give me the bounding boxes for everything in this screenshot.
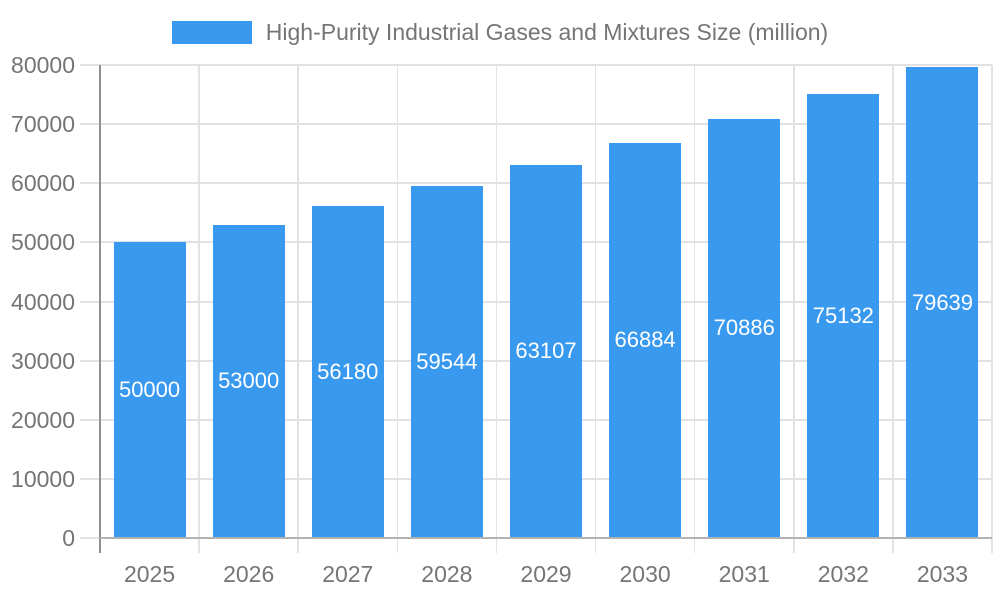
bar-2025[interactable]: 50000 — [113, 242, 186, 538]
category-separator — [495, 65, 498, 553]
bar-2027[interactable]: 56180 — [311, 205, 384, 538]
category-separator — [892, 65, 894, 553]
legend-swatch — [171, 21, 252, 44]
bar-2031[interactable]: 70886 — [708, 118, 781, 538]
gridline — [80, 64, 992, 66]
y-tick-label: 50000 — [11, 229, 75, 256]
bar-2032[interactable]: 75132 — [807, 93, 880, 538]
chart-legend[interactable]: High-Purity Industrial Gases and Mixture… — [0, 19, 1000, 46]
category-separator — [297, 65, 299, 553]
legend-label: High-Purity Industrial Gases and Mixture… — [265, 19, 829, 45]
category-separator — [396, 65, 399, 553]
bar-2030[interactable]: 66884 — [609, 142, 682, 538]
x-tick-label: 2028 — [421, 561, 473, 587]
x-tick-label: 2029 — [520, 561, 572, 587]
category-separator — [594, 65, 597, 553]
x-tick-label: 2027 — [322, 561, 374, 587]
gridline — [80, 123, 992, 126]
x-axis-line — [100, 537, 992, 539]
bar-value-label: 53000 — [218, 368, 280, 394]
category-separator — [793, 65, 795, 553]
bar-value-label: 70886 — [713, 315, 775, 341]
bar-2026[interactable]: 53000 — [212, 224, 285, 538]
category-separator — [991, 65, 993, 553]
bar-value-label: 50000 — [118, 377, 181, 403]
y-tick-label: 40000 — [11, 288, 75, 315]
y-tick-label: 80000 — [11, 52, 75, 78]
x-tick-label: 2031 — [718, 561, 770, 587]
plot-area: 0 10000 20000 30000 40000 50000 60000 70000 8000… — [11, 53, 993, 553]
y-tick-label: 30000 — [11, 347, 75, 374]
y-tick-label: 10000 — [11, 465, 75, 492]
x-tick-label: 2030 — [619, 561, 671, 587]
category-separator — [198, 65, 200, 553]
x-tick-label: 2033 — [916, 561, 969, 587]
bar-value-label: 56180 — [317, 358, 379, 384]
bar-value-label: 66884 — [614, 327, 676, 353]
bar-value-label: 75132 — [812, 302, 874, 328]
y-tick-label: 20000 — [11, 406, 75, 433]
x-tick-label: 2025 — [123, 561, 176, 587]
x-tick-label: 2026 — [223, 561, 275, 587]
y-tick-label: 60000 — [11, 170, 75, 197]
y-axis-line — [99, 65, 101, 553]
category-separator — [693, 65, 696, 553]
bar-2033[interactable]: 79639 — [906, 67, 979, 538]
bar-2028[interactable]: 59544 — [410, 185, 483, 538]
y-tick-label: 70000 — [11, 111, 75, 138]
bar-value-label: 59544 — [416, 348, 478, 374]
bar-value-label: 63107 — [515, 338, 577, 364]
x-tick-label: 2032 — [817, 561, 869, 587]
bar-2029[interactable]: 63107 — [510, 164, 582, 538]
bar-value-label: 79639 — [911, 289, 974, 315]
y-tick-label: 0 — [62, 525, 75, 551]
